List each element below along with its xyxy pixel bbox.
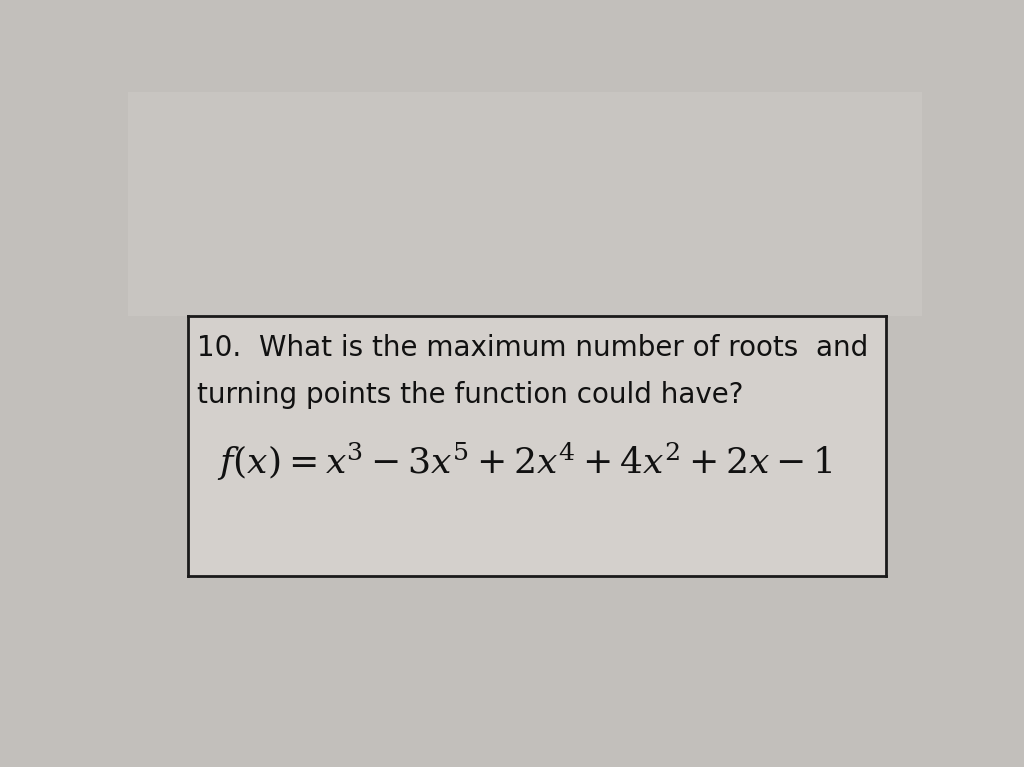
Text: $f(x) = x^{3} - 3x^{5} + 2x^{4} + 4x^{2} + 2x - 1$: $f(x) = x^{3} - 3x^{5} + 2x^{4} + 4x^{2}… bbox=[217, 440, 833, 483]
Bar bbox=[187, 317, 886, 576]
Bar bbox=[128, 92, 187, 317]
Bar bbox=[886, 317, 922, 576]
Bar bbox=[187, 92, 886, 317]
Bar bbox=[128, 576, 922, 683]
Bar bbox=[128, 317, 187, 576]
Text: 10.  What is the maximum number of roots  and: 10. What is the maximum number of roots … bbox=[197, 334, 868, 362]
Text: turning points the function could have?: turning points the function could have? bbox=[197, 381, 743, 410]
Bar bbox=[886, 92, 922, 317]
